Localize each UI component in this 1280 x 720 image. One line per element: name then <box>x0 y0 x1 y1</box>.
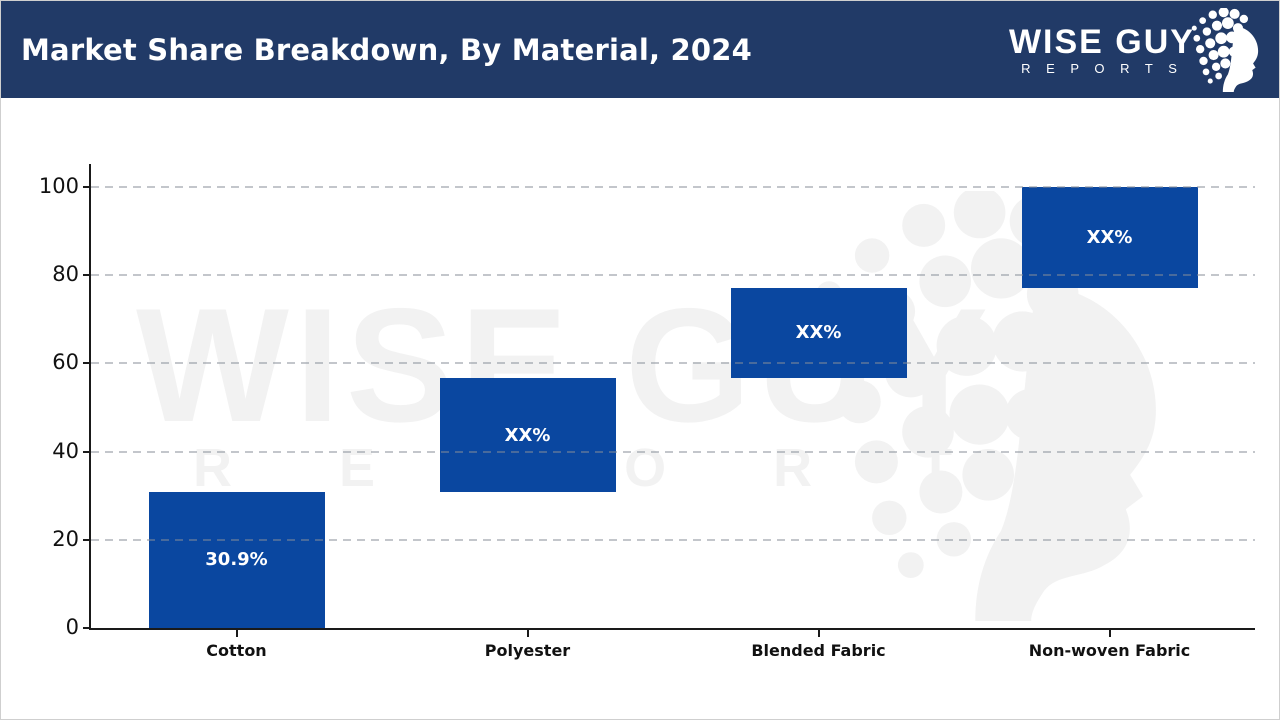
y-tick-label: 80 <box>52 262 79 287</box>
y-tick-mark <box>83 274 91 277</box>
wise-guy-logo: WISE GUY R E P O R T S <box>1009 7 1261 92</box>
bar-segment: XX% <box>1021 187 1198 288</box>
bar-segment: XX% <box>439 378 616 492</box>
bar-segment: 30.9% <box>148 491 325 628</box>
bar-value-label: XX% <box>1086 226 1133 248</box>
x-tick-mark <box>235 630 238 637</box>
x-tick-label: Blended Fabric <box>751 641 886 660</box>
bar-segment: XX% <box>730 287 907 379</box>
x-tick-mark <box>526 630 529 637</box>
x-tick-label: Polyester <box>484 641 571 660</box>
bar-value-label: XX% <box>795 322 842 344</box>
y-tick-label: 40 <box>52 438 79 463</box>
x-tick-label: Non-woven Fabric <box>1028 641 1191 660</box>
header-bar: Market Share Breakdown, By Material, 202… <box>1 1 1279 98</box>
dotted-head-icon <box>1191 7 1259 92</box>
y-tick-label: 0 <box>65 615 79 639</box>
y-gridline <box>91 538 1255 541</box>
x-axis-line <box>89 628 1255 630</box>
logo-wordmark: WISE GUY <box>1008 22 1195 61</box>
y-tick-label: 60 <box>52 350 79 375</box>
y-tick-mark <box>83 186 91 188</box>
y-gridline <box>91 362 1255 365</box>
bar-value-label: 30.9% <box>205 549 268 571</box>
y-tick-label: 100 <box>38 174 79 198</box>
logo-subtitle: R E P O R T S <box>1021 60 1183 76</box>
y-gridline <box>91 186 1255 188</box>
y-tick-mark <box>83 450 91 453</box>
x-tick-mark <box>817 630 820 637</box>
logo-text: WISE GUY R E P O R T S <box>1009 25 1195 75</box>
x-tick-label: Cotton <box>206 641 267 660</box>
y-axis-line <box>89 164 91 630</box>
y-tick-mark <box>83 627 91 629</box>
y-tick-label: 20 <box>52 526 79 551</box>
y-tick-mark <box>83 362 91 365</box>
page-title: Market Share Breakdown, By Material, 202… <box>21 32 753 67</box>
y-gridline <box>91 450 1255 453</box>
y-gridline <box>91 274 1255 277</box>
bar-value-label: XX% <box>504 424 551 446</box>
y-tick-mark <box>83 538 91 541</box>
x-tick-mark <box>1108 630 1111 637</box>
